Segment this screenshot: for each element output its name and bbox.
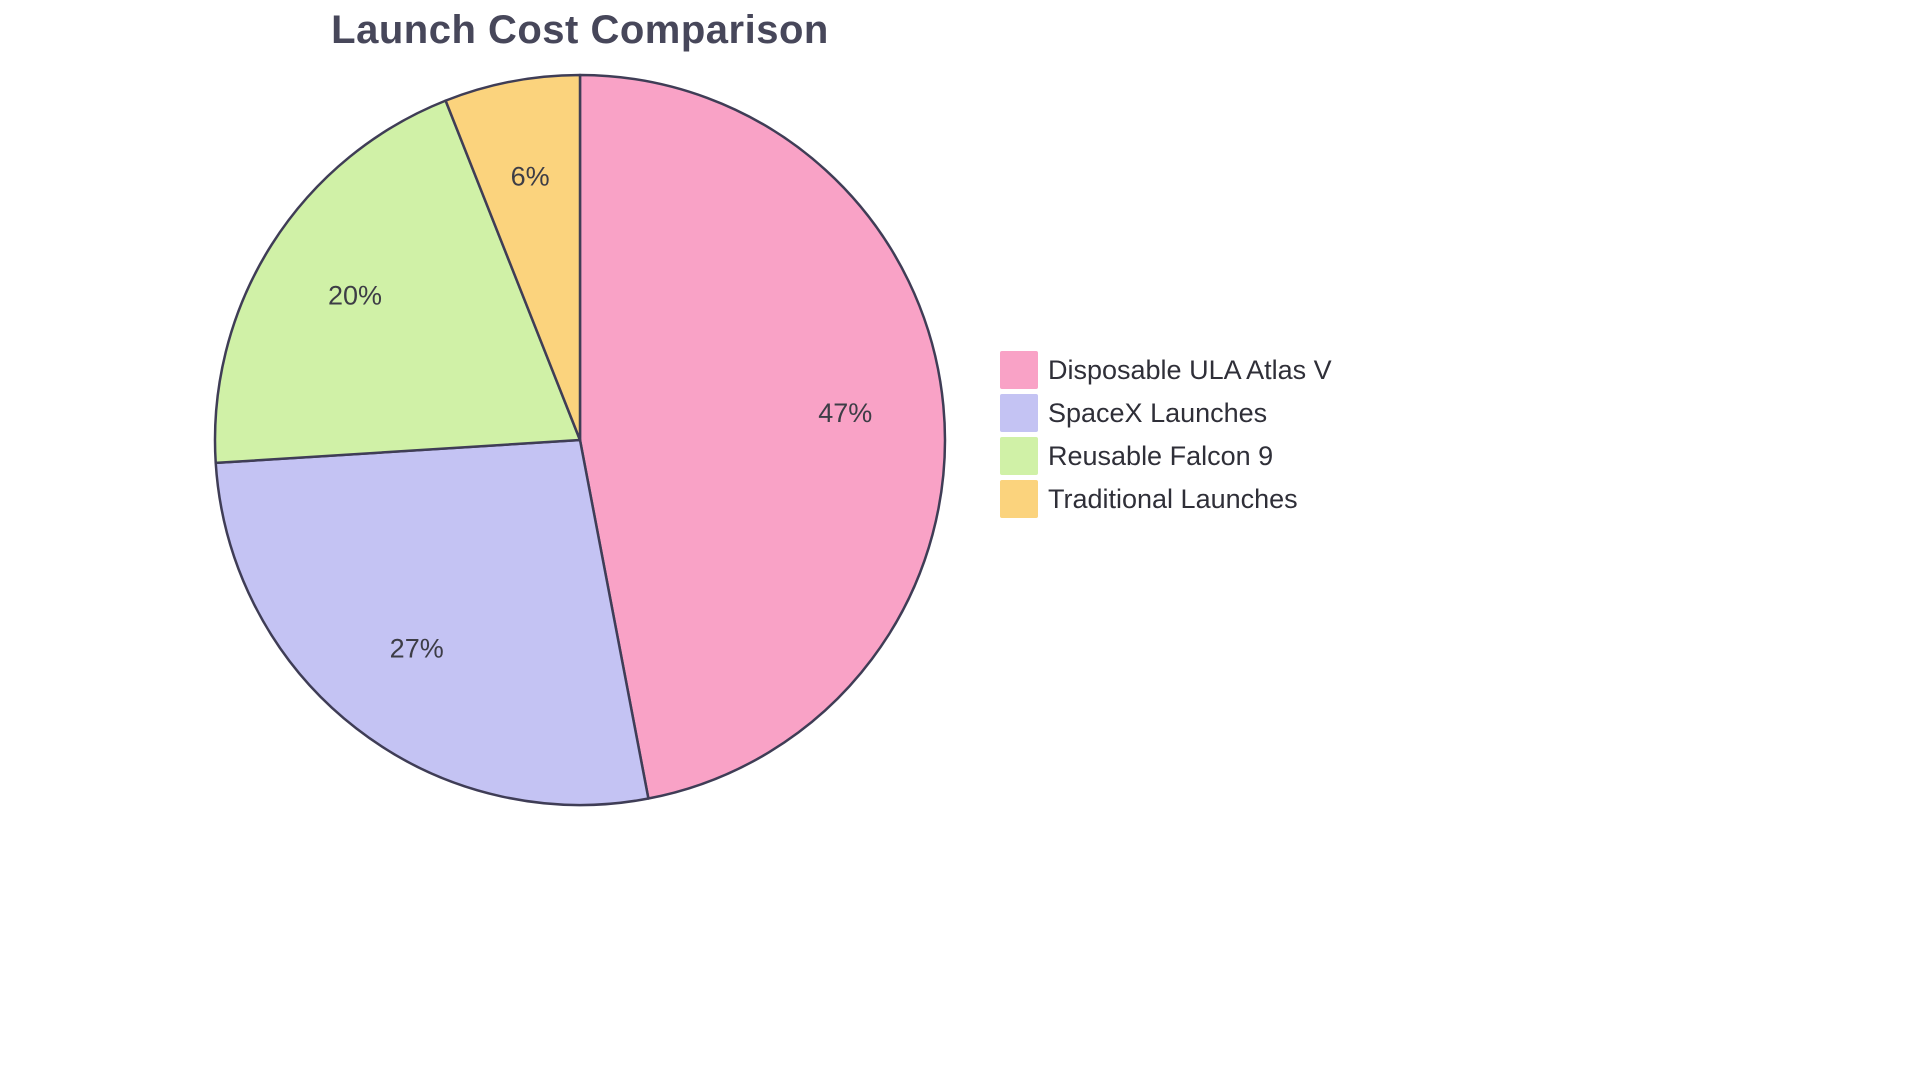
- legend-item-disposable-ula-atlas-v: Disposable ULA Atlas V: [1000, 351, 1332, 389]
- pie-slice-reusable-falcon-9: [213, 99, 582, 465]
- legend-swatch-reusable-falcon-9: [1000, 437, 1038, 475]
- legend-swatch-disposable-ula-atlas-v: [1000, 351, 1038, 389]
- legend-label-reusable-falcon-9: Reusable Falcon 9: [1048, 440, 1274, 471]
- legend-label-traditional-launches: Traditional Launches: [1048, 483, 1298, 514]
- legend: Disposable ULA Atlas V SpaceX Launches Reu…: [1000, 351, 1332, 518]
- legend-label-spacex-launches: SpaceX Launches: [1048, 397, 1268, 428]
- legend-swatch-traditional-launches: [1000, 480, 1038, 518]
- pie-slice-traditional-launches: [444, 73, 582, 442]
- legend-item-reusable-falcon-9: Reusable Falcon 9: [1000, 437, 1332, 475]
- pie-slice-spacex-launches: [214, 438, 650, 807]
- legend-label-disposable-ula-atlas-v: Disposable ULA Atlas V: [1048, 354, 1332, 385]
- chart-title: Launch Cost Comparison: [331, 8, 829, 52]
- legend-item-spacex-launches: SpaceX Launches: [1000, 394, 1332, 432]
- slice-label-disposable-ula-atlas-v: 47%: [818, 398, 872, 428]
- slice-label-spacex-launches: 27%: [390, 634, 444, 664]
- legend-swatch-spacex-launches: [1000, 394, 1038, 432]
- slice-label-traditional-launches: 6%: [511, 161, 550, 191]
- slice-label-reusable-falcon-9: 20%: [328, 280, 382, 310]
- legend-item-traditional-launches: Traditional Launches: [1000, 480, 1332, 518]
- pie-slice-disposable-ula-atlas-v: [578, 73, 947, 800]
